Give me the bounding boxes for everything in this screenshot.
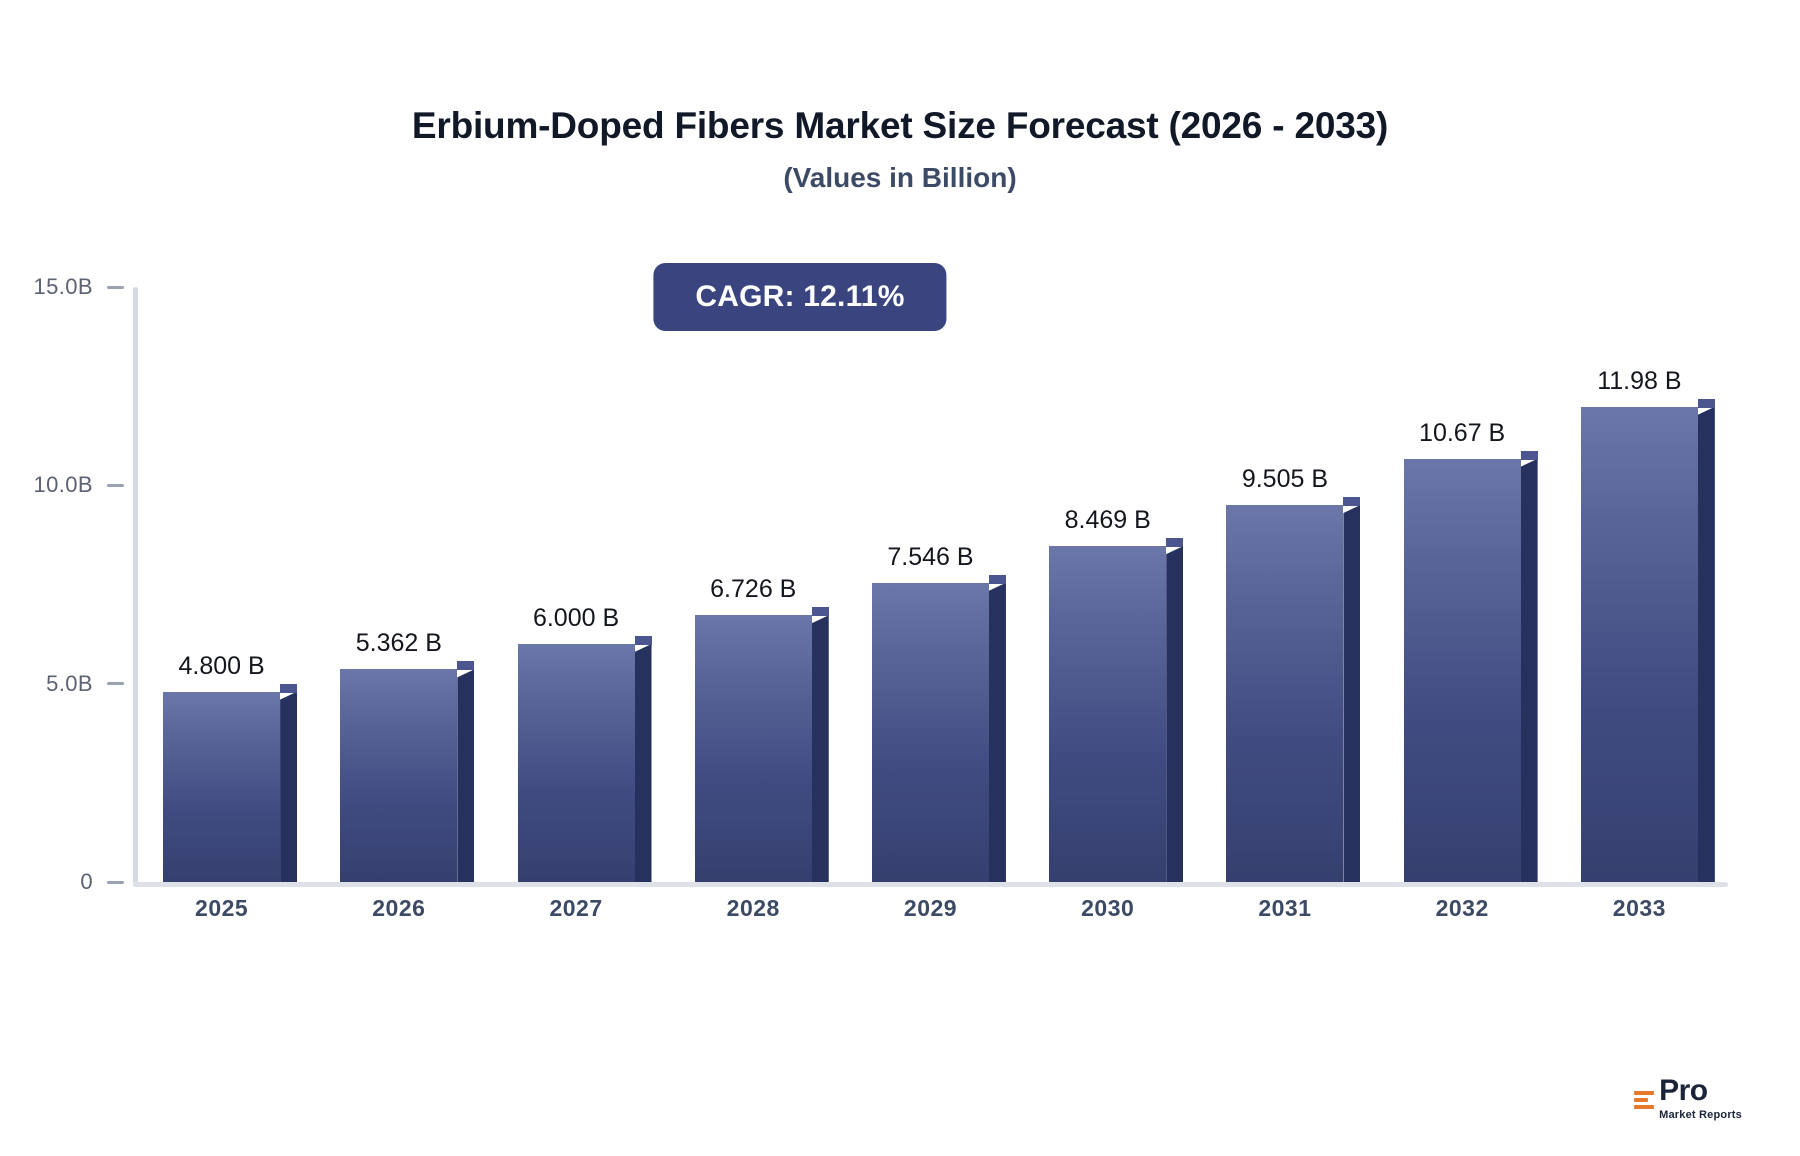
bar-value-label: 11.98 B: [1597, 366, 1682, 395]
bar-column: 10.67 B: [1403, 287, 1538, 882]
bar-side-face: [1697, 406, 1715, 882]
x-axis-tick-label: 2031: [1258, 895, 1312, 921]
y-axis-line: [133, 287, 138, 887]
bar: 10.67 B: [1403, 419, 1538, 882]
x-axis-tick-label: 2030: [1081, 895, 1135, 921]
bar-front-face: [1049, 546, 1167, 882]
bar-value-label: 4.800 B: [178, 651, 265, 680]
y-axis-tick-dash: [107, 285, 124, 289]
bar: 4.800 B: [163, 652, 298, 882]
y-axis-tick: 10.0B: [0, 472, 133, 498]
bar-side-face: [1166, 546, 1184, 882]
chart-header: Erbium-Doped Fibers Market Size Forecast…: [0, 105, 1800, 194]
y-axis-tick: 5.0B: [0, 671, 133, 697]
bar: 6.000 B: [517, 604, 652, 882]
bar-column: 4.800 B: [163, 287, 298, 882]
bar: 9.505 B: [1226, 465, 1361, 882]
bar-value-label: 6.726 B: [710, 575, 797, 604]
bar-front-face: [872, 582, 989, 882]
cagr-badge: CAGR: 12.11%: [653, 263, 947, 331]
y-axis-tick-label: 10.0B: [33, 472, 93, 498]
bar-value-label: 8.469 B: [1064, 506, 1151, 535]
bar-top-face: [811, 607, 829, 617]
chart-subtitle: (Values in Billion): [783, 161, 1017, 193]
bar-top-face: [280, 683, 298, 693]
x-axis-line: [133, 882, 1728, 887]
y-axis-tick-dash: [107, 682, 124, 686]
y-axis-tick-dash: [107, 880, 124, 884]
bar-value-label: 7.546 B: [887, 542, 974, 571]
bar-side-face: [280, 691, 298, 882]
page-title: Erbium-Doped Fibers Market Size Forecast…: [411, 105, 1389, 146]
bar-front-face: [340, 669, 458, 882]
bar-top-face: [457, 661, 475, 671]
logo-text: Pro Market Reports: [1659, 1076, 1742, 1121]
y-axis-tick-label: 0: [80, 869, 93, 894]
bar-front-face: [1226, 504, 1344, 882]
bar: 5.362 B: [340, 629, 475, 882]
bar-top-face: [1343, 496, 1361, 506]
logo-tagline: Market Reports: [1659, 1109, 1742, 1121]
plot-area: 4.800 B 5.362 B 6.000 B 6.726 B 7.546 B 8.469…: [34, 274, 1728, 894]
bar-column: 11.98 B: [1580, 287, 1715, 882]
bar-front-face: [163, 691, 281, 882]
bar-side-face: [457, 669, 475, 882]
bar-value-label: 9.505 B: [1241, 464, 1329, 493]
bar-side-face: [988, 582, 1006, 882]
y-axis-tick-label: 5.0B: [46, 670, 93, 696]
bar-top-face: [1520, 450, 1538, 460]
x-axis-tick-label: 2026: [372, 895, 426, 921]
x-axis-tick-label: 2025: [195, 895, 249, 921]
bar: 6.726 B: [694, 575, 829, 882]
bar: 8.469 B: [1049, 506, 1184, 882]
x-axis-tick-label: 2027: [549, 895, 603, 921]
bar-front-face: [694, 615, 812, 882]
bar-front-face: [1403, 458, 1521, 882]
logo: Pro Market Reports: [1634, 1076, 1742, 1121]
y-axis-tick: 15.0B: [0, 274, 133, 300]
bar-top-face: [1166, 538, 1184, 548]
bar-column: 5.362 B: [340, 287, 475, 882]
x-axis-tick-label: 2029: [903, 895, 958, 921]
bar-side-face: [1520, 458, 1538, 882]
y-axis-tick-dash: [107, 483, 124, 487]
bar: 11.98 B: [1580, 367, 1715, 882]
bar-front-face: [517, 644, 635, 882]
x-axis-tick-label: 2033: [1612, 895, 1666, 921]
bar-value-label: 10.67 B: [1419, 418, 1506, 447]
y-axis-tick-label: 15.0B: [33, 274, 93, 299]
bar-value-label: 5.362 B: [355, 629, 442, 658]
bar-side-face: [811, 615, 829, 882]
x-axis-tick-label: 2028: [726, 895, 780, 921]
bar: 7.546 B: [872, 543, 1006, 882]
logo-name: Pro: [1659, 1074, 1708, 1107]
bar-column: 6.726 B: [694, 287, 829, 882]
x-axis-ticks: 2025 2026 2027 2028 2029 2030 2031 2032 2033: [133, 895, 1728, 935]
bar-side-face: [1343, 504, 1361, 882]
bar-top-face: [988, 574, 1006, 584]
bar-top-face: [1697, 398, 1715, 408]
bar-series: 4.800 B 5.362 B 6.000 B 6.726 B 7.546 B 8.469…: [133, 287, 1728, 882]
x-axis-tick-label: 2032: [1435, 895, 1489, 921]
bar-column: 9.505 B: [1226, 287, 1361, 882]
bar-column: 7.546 B: [872, 287, 1006, 882]
bar-value-label: 6.000 B: [532, 604, 620, 632]
pro-bars-icon: [1634, 1089, 1655, 1109]
y-axis-tick: 0: [0, 869, 133, 895]
bar-top-face: [634, 636, 652, 645]
bar-column: 8.469 B: [1049, 287, 1184, 882]
bar-front-face: [1580, 406, 1698, 882]
bar-column: 6.000 B: [517, 287, 652, 882]
bar-side-face: [634, 644, 652, 882]
